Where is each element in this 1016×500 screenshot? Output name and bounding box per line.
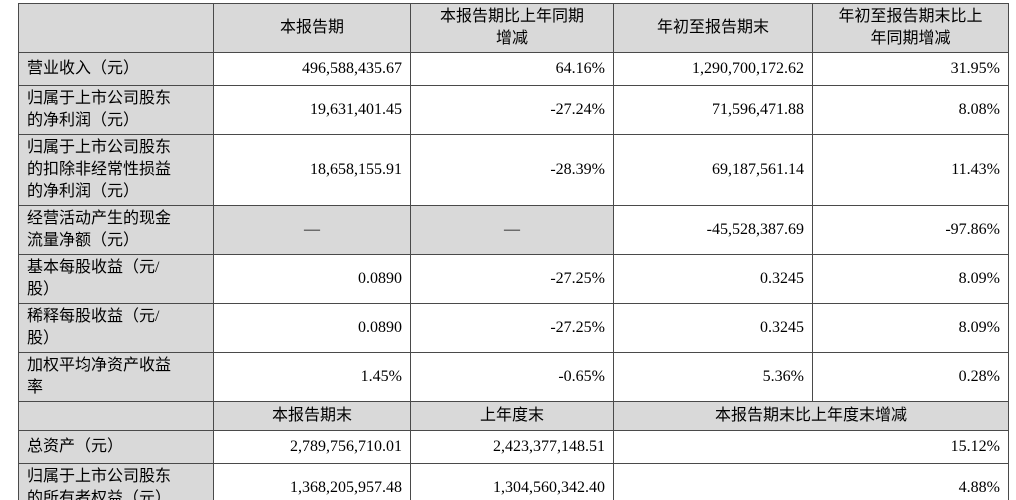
cell-ytd: 0.3245 [613, 303, 813, 353]
cell-current: 1.45% [213, 352, 411, 402]
header-period-end: 本报告期末 [213, 401, 411, 431]
row-label: 基本每股收益（元/ 股） [18, 254, 214, 304]
cell-prior-year-end: 2,423,377,148.51 [410, 430, 614, 464]
cell-period-end: 2,789,756,710.01 [213, 430, 411, 464]
corner-cell [18, 3, 214, 53]
row-label: 经营活动产生的现金 流量净额（元） [18, 205, 214, 255]
row-label: 总资产（元） [18, 430, 214, 464]
cell-ytd: 5.36% [613, 352, 813, 402]
row-label: 稀释每股收益（元/ 股） [18, 303, 214, 353]
row-revenue: 营业收入（元） 496,588,435.67 64.16% 1,290,700,… [18, 52, 1009, 86]
financial-summary-table: 本报告期 本报告期比上年同期 增减 年初至报告期末 年初至报告期末比上 年同期增… [18, 3, 1009, 500]
row-label: 营业收入（元） [18, 52, 214, 86]
header-current-period-yoy-change: 本报告期比上年同期 增减 [410, 3, 614, 53]
cell-current: 0.0890 [213, 254, 411, 304]
cell-change: 15.12% [613, 430, 1009, 464]
cell-current-yoy: -27.25% [410, 303, 614, 353]
row-net-profit-deducted: 归属于上市公司股东 的扣除非经常性损益 的净利润（元） 18,658,155.9… [18, 134, 1009, 206]
cell-ytd: 71,596,471.88 [613, 85, 813, 135]
cell-current-dash: — [213, 205, 411, 255]
row-diluted-eps: 稀释每股收益（元/ 股） 0.0890 -27.25% 0.3245 8.09% [18, 303, 1009, 353]
cell-current: 19,631,401.45 [213, 85, 411, 135]
header-ytd-yoy-change: 年初至报告期末比上 年同期增减 [812, 3, 1009, 53]
cell-ytd: -45,528,387.69 [613, 205, 813, 255]
cell-ytd-yoy: 8.09% [812, 254, 1009, 304]
row-label: 归属于上市公司股东 的所有者权益（元） [18, 463, 214, 500]
cell-current-yoy: -0.65% [410, 352, 614, 402]
row-label: 归属于上市公司股东 的净利润（元） [18, 85, 214, 135]
header-prior-year-end: 上年度末 [410, 401, 614, 431]
cell-current-yoy: -28.39% [410, 134, 614, 206]
row-net-profit: 归属于上市公司股东 的净利润（元） 19,631,401.45 -27.24% … [18, 85, 1009, 135]
cell-ytd: 69,187,561.14 [613, 134, 813, 206]
cell-ytd-yoy: 11.43% [812, 134, 1009, 206]
cell-current-yoy: -27.24% [410, 85, 614, 135]
cell-ytd: 0.3245 [613, 254, 813, 304]
cell-change: 4.88% [613, 463, 1009, 500]
header-period-end-change: 本报告期末比上年度末增减 [613, 401, 1009, 431]
row-weighted-avg-roe: 加权平均净资产收益 率 1.45% -0.65% 5.36% 0.28% [18, 352, 1009, 402]
cell-current: 0.0890 [213, 303, 411, 353]
cell-current-yoy-dash: — [410, 205, 614, 255]
cell-ytd-yoy: -97.86% [812, 205, 1009, 255]
row-operating-cash-flow: 经营活动产生的现金 流量净额（元） — — -45,528,387.69 -97… [18, 205, 1009, 255]
header-ytd: 年初至报告期末 [613, 3, 813, 53]
cell-ytd-yoy: 8.08% [812, 85, 1009, 135]
row-label: 加权平均净资产收益 率 [18, 352, 214, 402]
cell-current: 18,658,155.91 [213, 134, 411, 206]
cell-period-end: 1,368,205,957.48 [213, 463, 411, 500]
section2-header-row: 本报告期末 上年度末 本报告期末比上年度末增减 [18, 401, 1009, 431]
row-owners-equity: 归属于上市公司股东 的所有者权益（元） 1,368,205,957.48 1,3… [18, 463, 1009, 500]
section1-header-row: 本报告期 本报告期比上年同期 增减 年初至报告期末 年初至报告期末比上 年同期增… [18, 3, 1009, 53]
header-current-period: 本报告期 [213, 3, 411, 53]
cell-current-yoy: 64.16% [410, 52, 614, 86]
cell-ytd-yoy: 0.28% [812, 352, 1009, 402]
cell-current-yoy: -27.25% [410, 254, 614, 304]
cell-ytd-yoy: 8.09% [812, 303, 1009, 353]
cell-current: 496,588,435.67 [213, 52, 411, 86]
row-total-assets: 总资产（元） 2,789,756,710.01 2,423,377,148.51… [18, 430, 1009, 464]
cell-prior-year-end: 1,304,560,342.40 [410, 463, 614, 500]
cell-ytd-yoy: 31.95% [812, 52, 1009, 86]
row-label: 归属于上市公司股东 的扣除非经常性损益 的净利润（元） [18, 134, 214, 206]
row-basic-eps: 基本每股收益（元/ 股） 0.0890 -27.25% 0.3245 8.09% [18, 254, 1009, 304]
cell-ytd: 1,290,700,172.62 [613, 52, 813, 86]
corner-cell [18, 401, 214, 431]
